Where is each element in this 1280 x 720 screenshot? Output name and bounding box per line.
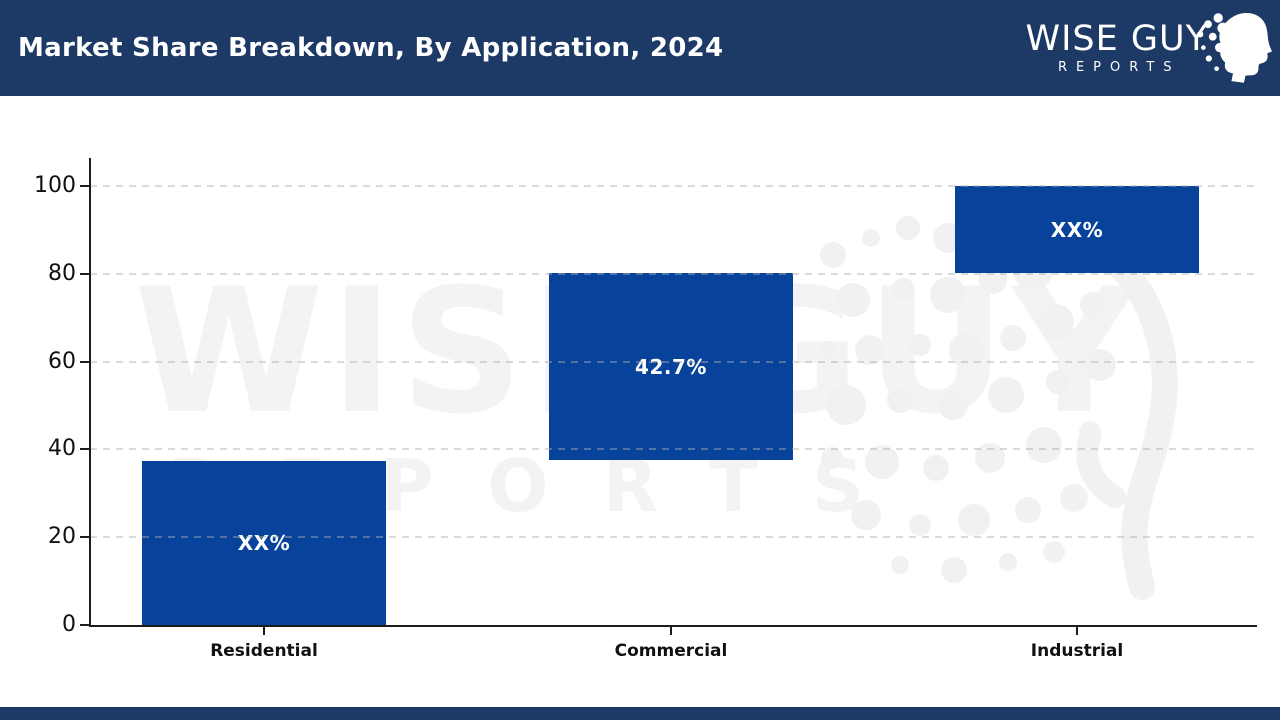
y-axis-line xyxy=(89,158,91,627)
bar-value-label-residential: XX% xyxy=(237,531,291,555)
chart-title: Market Share Breakdown, By Application, … xyxy=(18,33,724,63)
y-tick-mark-0 xyxy=(80,624,89,626)
y-tick-mark-80 xyxy=(80,273,89,275)
y-tick-label-40: 40 xyxy=(48,436,76,461)
bar-residential: XX% xyxy=(142,461,386,625)
y-tick-label-100: 100 xyxy=(34,173,76,198)
y-tick-label-60: 60 xyxy=(48,349,76,374)
y-gridline-60 xyxy=(90,361,1256,363)
x-axis-line xyxy=(89,625,1257,627)
y-tick-label-0: 0 xyxy=(62,612,76,637)
bar-value-label-industrial: XX% xyxy=(1050,217,1104,242)
y-gridline-20 xyxy=(90,536,1256,538)
y-gridline-100 xyxy=(90,185,1256,187)
y-tick-mark-20 xyxy=(80,536,89,538)
brand-logo: WISE GUY REPORTS xyxy=(1025,7,1280,89)
bar-commercial: 42.7% xyxy=(549,273,793,460)
y-tick-label-20: 20 xyxy=(48,524,76,549)
x-tick-mark-commercial xyxy=(670,627,672,635)
brand-logo-line2: REPORTS xyxy=(1057,60,1181,75)
brand-logo-text: WISE GUY REPORTS xyxy=(1025,19,1208,75)
y-gridline-80 xyxy=(90,273,1256,275)
y-tick-label-80: 80 xyxy=(48,261,76,286)
x-category-label-industrial: Industrial xyxy=(1030,641,1124,661)
brand-logo-line1: WISE GUY xyxy=(1025,19,1208,59)
y-tick-mark-60 xyxy=(80,361,89,363)
bar-value-label-commercial: 42.7% xyxy=(635,354,707,379)
brand-face-icon xyxy=(1197,13,1272,83)
y-tick-mark-40 xyxy=(80,448,89,450)
header-banner: Market Share Breakdown, By Application, … xyxy=(0,0,1280,96)
y-gridline-40 xyxy=(90,448,1256,450)
x-category-label-commercial: Commercial xyxy=(614,641,728,661)
x-tick-mark-industrial xyxy=(1076,627,1078,635)
footer-bar xyxy=(0,707,1280,720)
x-tick-mark-residential xyxy=(263,627,265,635)
bar-industrial: XX% xyxy=(955,186,1199,273)
x-category-label-residential: Residential xyxy=(210,641,318,661)
y-tick-mark-100 xyxy=(80,185,89,187)
